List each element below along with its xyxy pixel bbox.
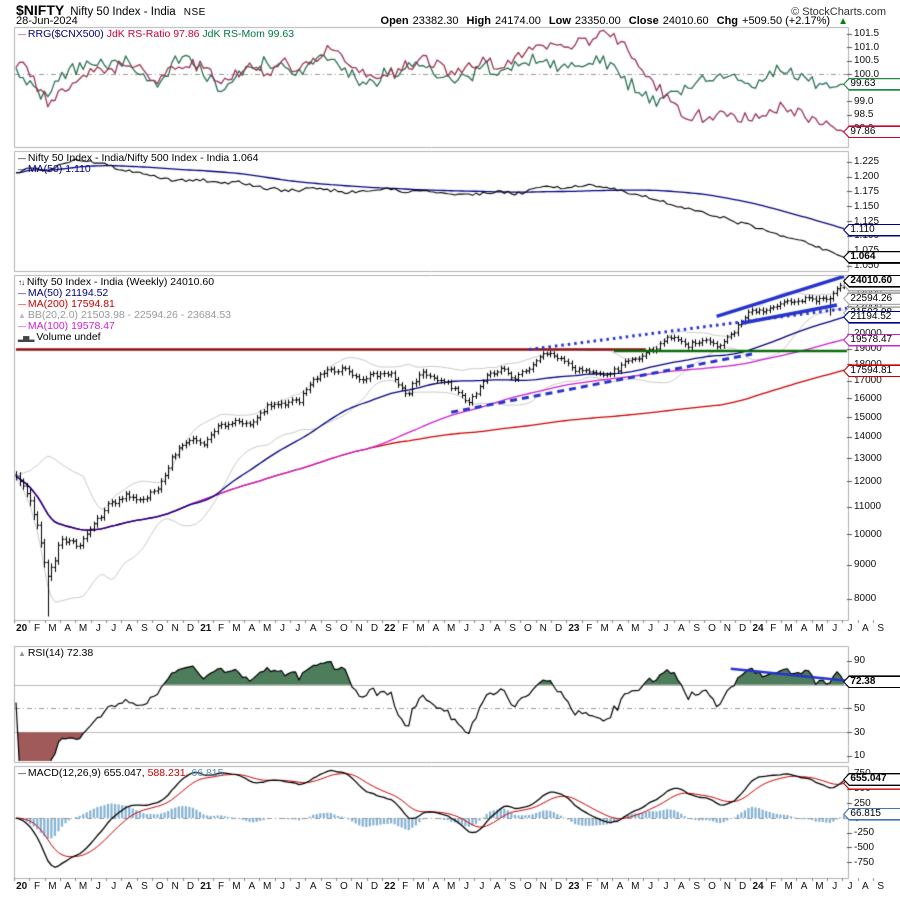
open-value: 23382.30 — [412, 15, 459, 27]
chart-date: 28-Jun-2024 — [16, 15, 78, 27]
high-value: 24174.00 — [494, 15, 541, 27]
close-value: 24010.60 — [662, 15, 709, 27]
instrument-name: Nifty 50 Index - India — [70, 6, 176, 18]
low-value: 23350.00 — [574, 15, 621, 27]
copyright: © StockCharts.com — [791, 6, 886, 18]
quote-row: 28-Jun-2024 Open 23382.30 High 24174.00 … — [16, 15, 848, 27]
open-label: Open — [380, 15, 409, 27]
up-arrow-icon: ▲ — [838, 16, 848, 27]
chg-label: Chg — [716, 15, 739, 27]
exchange: NSE — [183, 7, 206, 18]
low-label: Low — [548, 15, 571, 27]
symbol: $NIFTY — [16, 2, 65, 18]
ohlc-quote: Open 23382.30 High 24174.00 Low 23350.00… — [381, 15, 848, 27]
high-label: High — [466, 15, 491, 27]
chart-header: $NIFTY Nifty 50 Index - India NSE © Stoc… — [16, 2, 886, 18]
chg-value: +509.50 (+2.17%) — [742, 15, 831, 27]
close-label: Close — [628, 15, 659, 27]
